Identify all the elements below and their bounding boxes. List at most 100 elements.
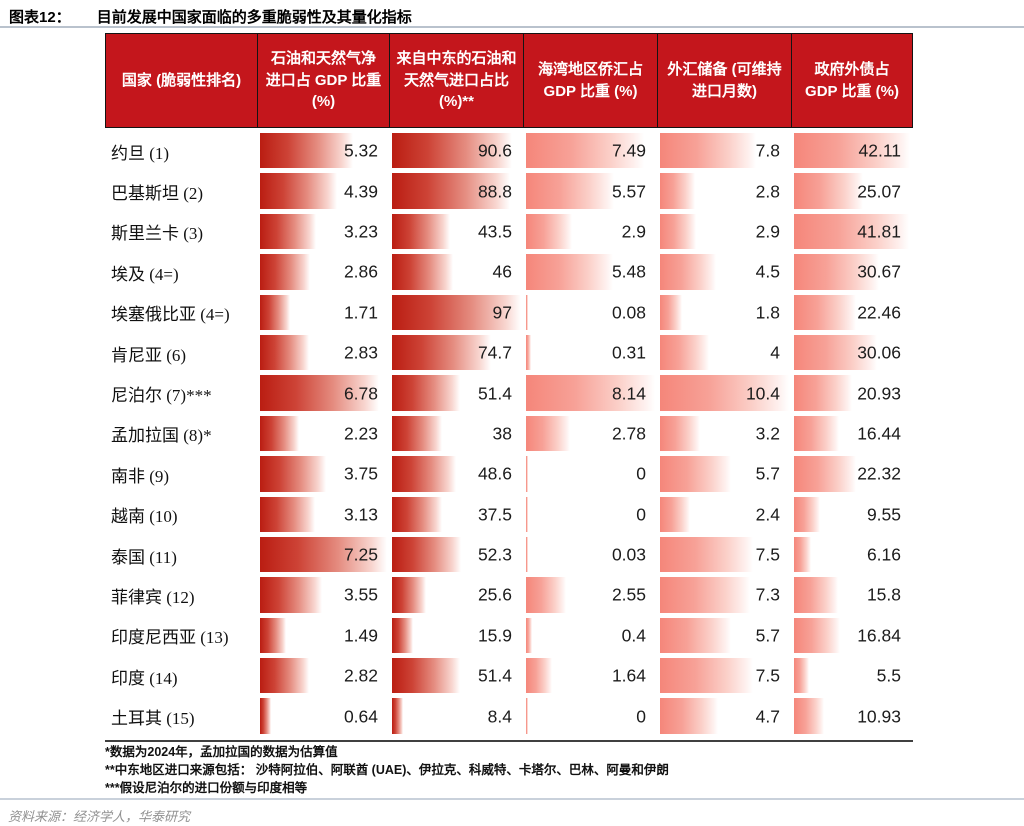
country-label: 泰国 (11) — [111, 547, 177, 567]
cell-value: 97 — [492, 302, 512, 323]
data-bar — [794, 577, 838, 613]
value-cell: 7.3 — [658, 575, 792, 615]
data-bar — [794, 133, 911, 169]
value-cell: 22.46 — [792, 293, 913, 333]
value-cell: 0 — [524, 696, 658, 736]
data-bar — [260, 658, 310, 694]
table-row: 巴基斯坦 (2) 4.39 88.8 5.57 2.8 25.07 — [105, 171, 913, 211]
cell-value: 51.4 — [477, 665, 512, 686]
data-bar — [526, 294, 528, 330]
table-body: 约旦 (1) 5.32 90.6 7.49 7.8 42.11 巴基斯坦 (2) 4.39 88… — [105, 128, 913, 742]
cell-value: 2.83 — [343, 342, 378, 363]
country-label: 埃塞俄比亚 (4=) — [111, 305, 230, 325]
table-row: 斯里兰卡 (3) 3.23 43.5 2.9 2.9 41.81 — [105, 212, 913, 252]
value-cell: 37.5 — [390, 495, 524, 535]
cell-value: 43.5 — [477, 221, 512, 242]
cell-value: 2.9 — [621, 221, 646, 242]
table-row: 越南 (10) 3.13 37.5 0 2.4 9.55 — [105, 495, 913, 535]
footnotes: *数据为2024年，孟加拉国的数据为估算值 **中东地区进口来源包括： 沙特阿拉伯… — [105, 743, 669, 797]
value-cell: 5.57 — [524, 171, 658, 211]
data-bar — [260, 133, 353, 169]
cell-value: 2.8 — [755, 181, 780, 202]
table-row: 埃及 (4=) 2.86 46 5.48 4.5 30.67 — [105, 252, 913, 292]
value-cell: 46 — [390, 252, 524, 292]
data-bar — [392, 133, 513, 169]
data-bar — [660, 658, 753, 694]
data-bar — [794, 334, 877, 371]
value-cell: 51.4 — [390, 656, 524, 696]
value-cell: 1.71 — [258, 293, 390, 333]
data-bar — [392, 294, 521, 330]
value-cell: 0.4 — [524, 616, 658, 656]
value-cell: 7.8 — [658, 131, 792, 171]
table-row: 南非 (9) 3.75 48.6 0 5.7 22.32 — [105, 454, 913, 494]
value-cell: 2.23 — [258, 414, 390, 454]
value-cell: 3.23 — [258, 212, 390, 252]
value-cell: 2.83 — [258, 333, 390, 373]
cell-value: 0 — [636, 463, 646, 484]
cell-value: 7.3 — [755, 584, 780, 605]
value-cell: 5.7 — [658, 616, 792, 656]
value-cell: 41.81 — [792, 212, 913, 252]
data-bar — [660, 133, 757, 169]
table-row: 菲律宾 (12) 3.55 25.6 2.55 7.3 15.8 — [105, 575, 913, 615]
data-bar — [260, 213, 317, 250]
cell-value: 7.25 — [343, 544, 378, 565]
table-row: 孟加拉国 (8)* 2.23 38 2.78 3.2 16.44 — [105, 414, 913, 454]
data-bar — [392, 577, 426, 613]
value-cell: 10.4 — [658, 373, 792, 413]
data-bar — [794, 213, 910, 250]
value-cell: 16.44 — [792, 414, 913, 454]
cell-value: 16.44 — [857, 423, 901, 444]
country-label: 菲律宾 (12) — [111, 587, 195, 607]
cell-value: 46 — [492, 261, 512, 282]
data-bar — [526, 415, 570, 452]
country-label: 印度 (14) — [111, 668, 178, 688]
data-bar — [392, 254, 453, 290]
cell-value: 0.4 — [621, 625, 646, 646]
footnote-1: *数据为2024年，孟加拉国的数据为估算值 — [105, 745, 338, 759]
table-row: 泰国 (11) 7.25 52.3 0.03 7.5 6.16 — [105, 535, 913, 575]
data-bar — [526, 496, 528, 532]
value-cell: 10.93 — [792, 696, 913, 736]
cell-value: 1.64 — [611, 665, 646, 686]
value-cell: 3.2 — [658, 414, 792, 454]
data-bar — [794, 536, 811, 573]
value-cell: 2.9 — [658, 212, 792, 252]
data-bar — [260, 254, 310, 290]
value-cell: 0.03 — [524, 535, 658, 575]
cell-value: 20.93 — [857, 383, 901, 404]
value-cell: 4 — [658, 333, 792, 373]
data-bar — [526, 698, 528, 734]
cell-value: 48.6 — [477, 463, 512, 484]
data-bar — [526, 617, 533, 654]
data-bar — [392, 334, 492, 371]
value-cell: 38 — [390, 414, 524, 454]
data-bar — [794, 375, 852, 411]
figure-number: 图表12： — [9, 9, 71, 26]
cell-value: 4 — [770, 342, 780, 363]
country-label: 孟加拉国 (8)* — [111, 426, 212, 446]
cell-value: 16.84 — [857, 625, 901, 646]
data-bar — [660, 334, 710, 371]
data-bar — [526, 133, 645, 169]
value-cell: 0 — [524, 454, 658, 494]
value-cell: 3.55 — [258, 575, 390, 615]
cell-value: 6.16 — [866, 544, 901, 565]
data-bar — [526, 213, 572, 250]
cell-value: 8.14 — [611, 383, 646, 404]
data-bar — [260, 456, 326, 492]
data-bar — [526, 173, 615, 209]
cell-value: 42.11 — [858, 140, 902, 161]
cell-value: 0.08 — [611, 302, 646, 323]
data-bar — [392, 658, 461, 694]
cell-value: 25.07 — [857, 181, 901, 202]
cell-value: 88.8 — [477, 181, 512, 202]
value-cell: 7.5 — [658, 656, 792, 696]
column-header-1: 石油和天然气净进口占 GDP 比重 (%) — [258, 33, 390, 128]
cell-value: 4.5 — [755, 261, 780, 282]
data-bar — [526, 456, 528, 492]
cell-value: 5.7 — [755, 463, 780, 484]
value-cell: 3.13 — [258, 495, 390, 535]
value-cell: 5.7 — [658, 454, 792, 494]
